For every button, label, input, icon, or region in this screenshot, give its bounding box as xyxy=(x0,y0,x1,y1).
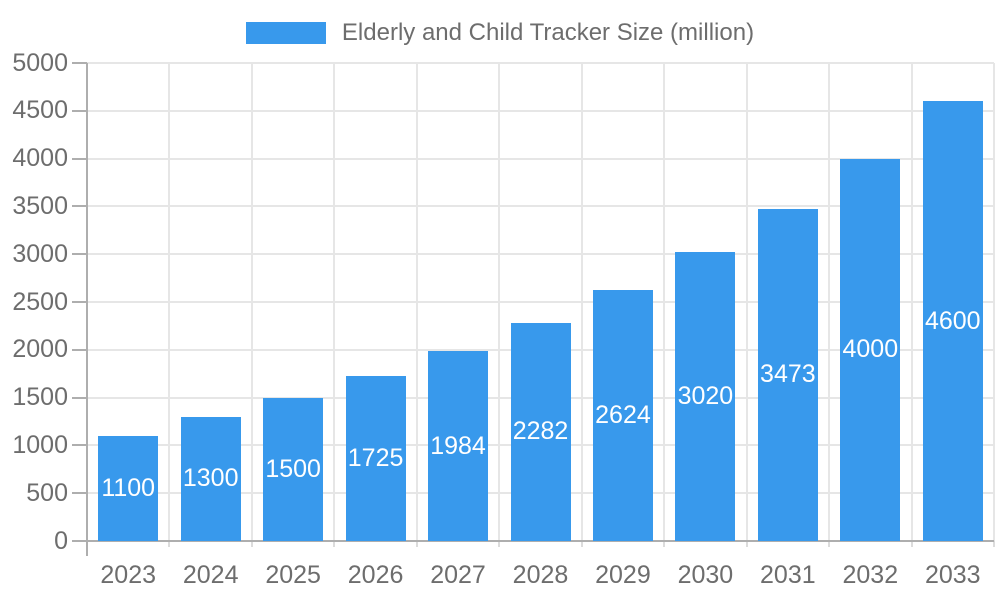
bar-value-label: 1500 xyxy=(265,454,321,483)
x-axis-tick xyxy=(828,541,831,547)
x-axis-label: 2033 xyxy=(924,561,981,589)
bar-value-label: 4600 xyxy=(924,306,981,335)
bar: 4000 xyxy=(840,158,901,541)
x-axis-label: 2023 xyxy=(100,561,157,589)
h-gridline xyxy=(87,253,994,256)
v-gridline xyxy=(415,63,418,541)
x-axis-tick xyxy=(663,541,666,547)
bar-value-label: 3473 xyxy=(760,360,816,389)
x-axis-tick xyxy=(993,541,995,547)
y-axis-tick xyxy=(72,540,87,542)
v-gridline xyxy=(168,63,171,541)
legend: Elderly and Child Tracker Size (million) xyxy=(0,14,1000,52)
x-axis-tick xyxy=(498,541,501,547)
bar-value-label: 1300 xyxy=(182,464,239,493)
y-axis-label: 5000 xyxy=(12,48,68,77)
x-axis-tick xyxy=(168,541,171,547)
bar-value-label: 3020 xyxy=(677,382,734,411)
y-axis-tick xyxy=(72,157,87,160)
v-gridline xyxy=(993,63,995,541)
legend-swatch xyxy=(245,22,326,44)
y-axis-tick xyxy=(72,348,87,351)
bar: 2282 xyxy=(510,322,571,541)
h-gridline xyxy=(87,205,994,208)
bar: 3020 xyxy=(675,252,736,541)
h-gridline xyxy=(87,157,994,160)
y-axis-tick xyxy=(72,205,87,208)
y-axis-label: 3500 xyxy=(12,191,68,220)
v-gridline xyxy=(250,63,253,541)
y-axis-label: 500 xyxy=(26,478,68,507)
y-axis-label: 2000 xyxy=(12,335,68,364)
x-axis-label: 2032 xyxy=(842,561,899,589)
v-gridline xyxy=(828,63,831,541)
x-axis-tick xyxy=(745,541,748,547)
x-axis-label: 2029 xyxy=(595,561,651,589)
legend-label: Elderly and Child Tracker Size (million) xyxy=(341,19,755,46)
bar: 1725 xyxy=(345,376,406,541)
x-axis-label: 2026 xyxy=(347,561,404,589)
bar-value-label: 1725 xyxy=(347,444,404,473)
bar-value-label: 2624 xyxy=(595,401,651,430)
y-axis-tick xyxy=(72,62,87,64)
bar-value-label: 4000 xyxy=(842,335,899,364)
bar-value-label: 2282 xyxy=(512,417,569,446)
bar-value-label: 1984 xyxy=(430,431,486,460)
x-axis-label: 2024 xyxy=(182,561,239,589)
v-gridline xyxy=(498,63,501,541)
y-axis-label: 2500 xyxy=(12,287,68,316)
y-axis-tick xyxy=(72,492,87,495)
bar: 1500 xyxy=(263,397,324,541)
h-gridline xyxy=(87,62,994,64)
x-axis-label: 2028 xyxy=(512,561,569,589)
y-axis-line xyxy=(86,63,88,556)
v-gridline xyxy=(745,63,748,541)
x-axis-label: 2027 xyxy=(430,561,486,589)
x-axis-tick xyxy=(910,541,913,547)
x-axis-tick xyxy=(580,541,583,547)
v-gridline xyxy=(910,63,913,541)
x-axis-label: 2030 xyxy=(677,561,734,589)
x-axis-line xyxy=(87,540,994,542)
v-gridline xyxy=(580,63,583,541)
y-axis-label: 4500 xyxy=(12,96,68,125)
y-axis-label: 3000 xyxy=(12,239,68,268)
y-axis-tick xyxy=(72,301,87,303)
y-axis-label: 0 xyxy=(54,526,68,555)
x-axis-label: 2025 xyxy=(265,561,321,589)
bar: 3473 xyxy=(757,208,818,541)
y-axis-tick xyxy=(72,444,87,447)
x-axis-tick xyxy=(415,541,418,547)
bar: 1984 xyxy=(428,351,489,541)
x-axis-tick xyxy=(333,541,336,547)
bar: 2624 xyxy=(592,290,653,541)
y-axis-tick xyxy=(72,109,87,112)
v-gridline xyxy=(663,63,666,541)
bar: 1300 xyxy=(180,416,241,541)
y-axis-tick xyxy=(72,253,87,256)
h-gridline xyxy=(87,109,994,112)
v-gridline xyxy=(333,63,336,541)
y-axis-label: 1000 xyxy=(12,430,68,459)
bar-value-label: 1100 xyxy=(101,473,156,502)
bar: 4600 xyxy=(922,101,983,541)
y-axis-label: 1500 xyxy=(12,383,68,412)
x-axis-label: 2031 xyxy=(760,561,816,589)
x-axis-tick xyxy=(250,541,253,547)
bar: 1100 xyxy=(98,435,159,541)
h-gridline xyxy=(87,301,994,303)
y-axis-tick xyxy=(72,396,87,399)
y-axis-label: 4000 xyxy=(12,144,68,173)
